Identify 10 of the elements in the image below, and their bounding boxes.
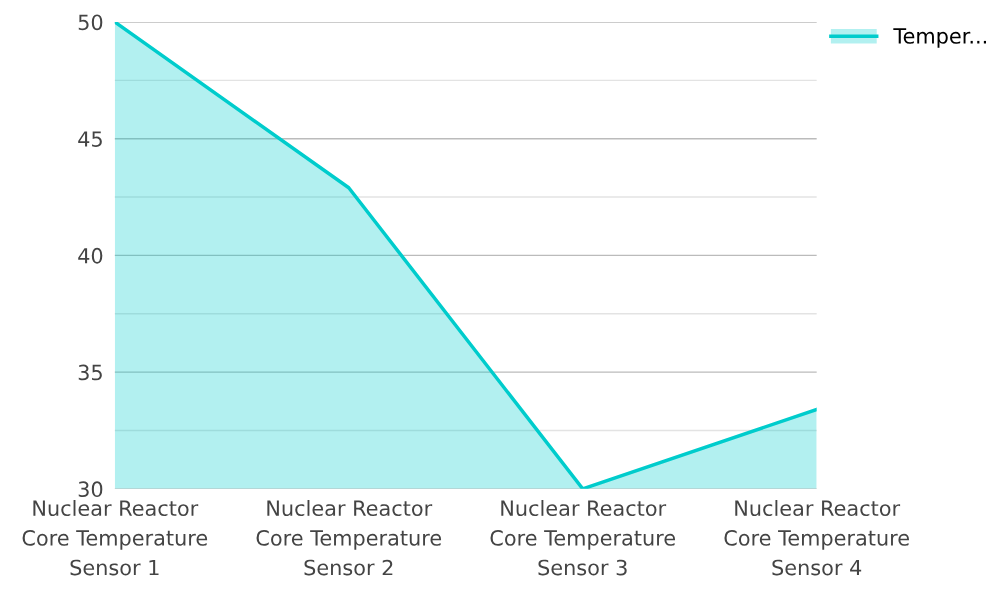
x-tick-label: Nuclear Reactor Core Temperature Sensor 1 [22,499,208,576]
y-tick-label: 30 [78,481,103,498]
y-tick-label: 50 [78,14,103,31]
legend-label: Temper... [893,28,986,48]
x-tick-label: Nuclear Reactor Core Temperature Sensor 2 [256,499,442,576]
x-tick-label: Nuclear Reactor Core Temperature Sensor 3 [490,499,675,576]
x-tick-label: Nuclear Reactor Core Temperature Sensor 4 [724,499,909,576]
y-tick-label: 35 [78,364,102,381]
y-tick-label: 45 [78,131,102,147]
y-tick-label: 40 [78,247,103,264]
